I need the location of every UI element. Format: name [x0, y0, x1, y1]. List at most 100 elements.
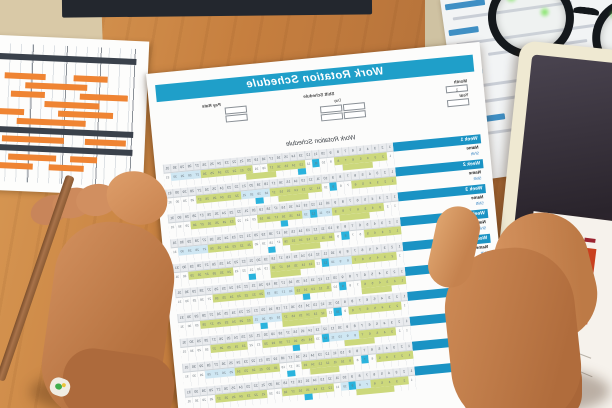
day-number: 3 — [392, 368, 401, 377]
day-number: 18 — [271, 279, 280, 288]
cyan-highlight — [260, 322, 269, 330]
day-number: 10 — [325, 223, 334, 233]
day-number: 2 — [399, 367, 408, 377]
day-number: 6 — [364, 320, 374, 330]
day-number: 20 — [261, 330, 270, 340]
day-number: 25 — [221, 309, 230, 318]
day-number: 11 — [313, 174, 322, 184]
day-number: 19 — [273, 379, 282, 389]
day-number: 24 — [221, 233, 231, 243]
day-number: 7 — [355, 296, 364, 305]
day-number: 21 — [244, 231, 253, 241]
day-number: 16 — [285, 277, 295, 287]
day-number: 28 — [189, 211, 198, 221]
day-number: 21 — [248, 281, 258, 291]
day-number: 3 — [387, 318, 396, 327]
day-number: 16 — [276, 178, 285, 187]
day-number: 21 — [253, 331, 262, 340]
day-number: 16 — [274, 153, 283, 163]
day-number: 20 — [249, 206, 258, 215]
day-number: 14 — [308, 351, 317, 360]
day-number: 30 — [189, 362, 198, 372]
day-number: 31 — [174, 288, 183, 298]
shift-evening-box2 — [320, 112, 344, 122]
day-number: 9 — [340, 297, 349, 307]
day-number: 16 — [278, 203, 287, 212]
week-shift-link: Shift — [470, 150, 480, 157]
shift-schedule-group: Shift Schedule Day Morning Evening — [274, 88, 367, 126]
day-number: 15 — [303, 376, 312, 386]
spreadsheet-blue-label — [448, 26, 479, 37]
day-number: 11 — [323, 274, 332, 283]
day-number: 22 — [243, 306, 253, 316]
day-number: 23 — [243, 382, 252, 392]
day-number: 2 — [394, 317, 403, 327]
gantt-header-band — [0, 53, 137, 66]
pay-rate-group: Pay Rate Starting Second — [176, 100, 248, 129]
day-number: 30 — [172, 188, 181, 197]
day-number: 2 — [397, 342, 406, 352]
day-number: 8 — [335, 172, 344, 182]
day-number: 14 — [288, 151, 298, 161]
day-number: 1 — [385, 142, 394, 152]
day-number: 11 — [325, 299, 334, 308]
day-number: 9 — [345, 347, 354, 357]
day-number: 14 — [293, 201, 302, 211]
day-number: 23 — [224, 183, 233, 192]
day-number: 9 — [342, 322, 351, 332]
day-number: 25 — [219, 284, 228, 293]
day-number: 16 — [288, 302, 297, 312]
cyan-highlight — [268, 246, 277, 254]
day-number: 24 — [217, 183, 226, 193]
day-number: 3 — [380, 243, 389, 253]
day-number: 2 — [392, 292, 401, 302]
day-number: 4 — [363, 144, 372, 154]
eraser-yellow-mark — [61, 382, 67, 388]
day-number: 1 — [404, 341, 413, 351]
day-number: 27 — [192, 161, 201, 170]
day-number: 8 — [350, 321, 359, 331]
cyan-highlight — [280, 220, 289, 227]
day-number: 5 — [365, 245, 374, 254]
day-number: 1 — [387, 167, 396, 177]
day-number: 29 — [182, 212, 191, 222]
day-number: 27 — [209, 335, 218, 345]
day-number: 18 — [268, 254, 277, 264]
day-number: 3 — [375, 193, 384, 203]
day-number: 16 — [293, 352, 302, 362]
shift-evening-box — [343, 110, 367, 120]
day-number: 3 — [382, 268, 391, 278]
gantt-task-bar — [0, 107, 24, 116]
week-shift-link: Shift — [475, 200, 485, 206]
day-number: 9 — [337, 272, 347, 282]
day-number: 13 — [310, 300, 319, 310]
day-number: 4 — [365, 169, 374, 179]
day-number: 8 — [333, 147, 342, 157]
day-number: 13 — [315, 350, 324, 359]
day-number: 15 — [286, 202, 295, 212]
day-number: 7 — [352, 271, 361, 281]
day-number: 22 — [251, 381, 260, 391]
day-number: 4 — [379, 319, 389, 328]
day-number: 12 — [310, 225, 320, 234]
spreadsheet-blue-label — [444, 0, 486, 11]
day-number: 18 — [280, 378, 289, 388]
day-number: 2 — [382, 193, 391, 202]
day-number: 25 — [216, 259, 226, 269]
cyan-highlight — [302, 293, 311, 300]
day-number: 12 — [303, 150, 312, 160]
day-number: 3 — [389, 343, 398, 352]
day-number: 17 — [278, 278, 287, 288]
day-number: 19 — [268, 329, 277, 339]
day-number: 31 — [177, 313, 186, 323]
day-number: 25 — [224, 334, 233, 343]
day-number: 10 — [337, 348, 346, 357]
day-number: 6 — [367, 345, 376, 354]
day-number: 7 — [359, 346, 369, 355]
day-number: 5 — [374, 344, 383, 354]
day-number: 26 — [199, 160, 209, 170]
day-number: 29 — [187, 262, 196, 271]
day-number: 20 — [251, 230, 260, 240]
day-number: 14 — [298, 251, 307, 261]
day-number: 4 — [384, 368, 393, 378]
